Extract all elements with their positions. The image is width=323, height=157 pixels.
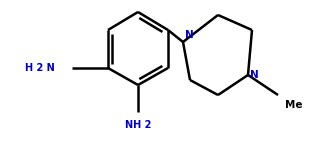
Text: N: N xyxy=(250,70,259,80)
Text: NH 2: NH 2 xyxy=(125,120,151,130)
Text: Me: Me xyxy=(285,100,303,110)
Text: H 2 N: H 2 N xyxy=(25,63,55,73)
Text: N: N xyxy=(185,30,194,40)
